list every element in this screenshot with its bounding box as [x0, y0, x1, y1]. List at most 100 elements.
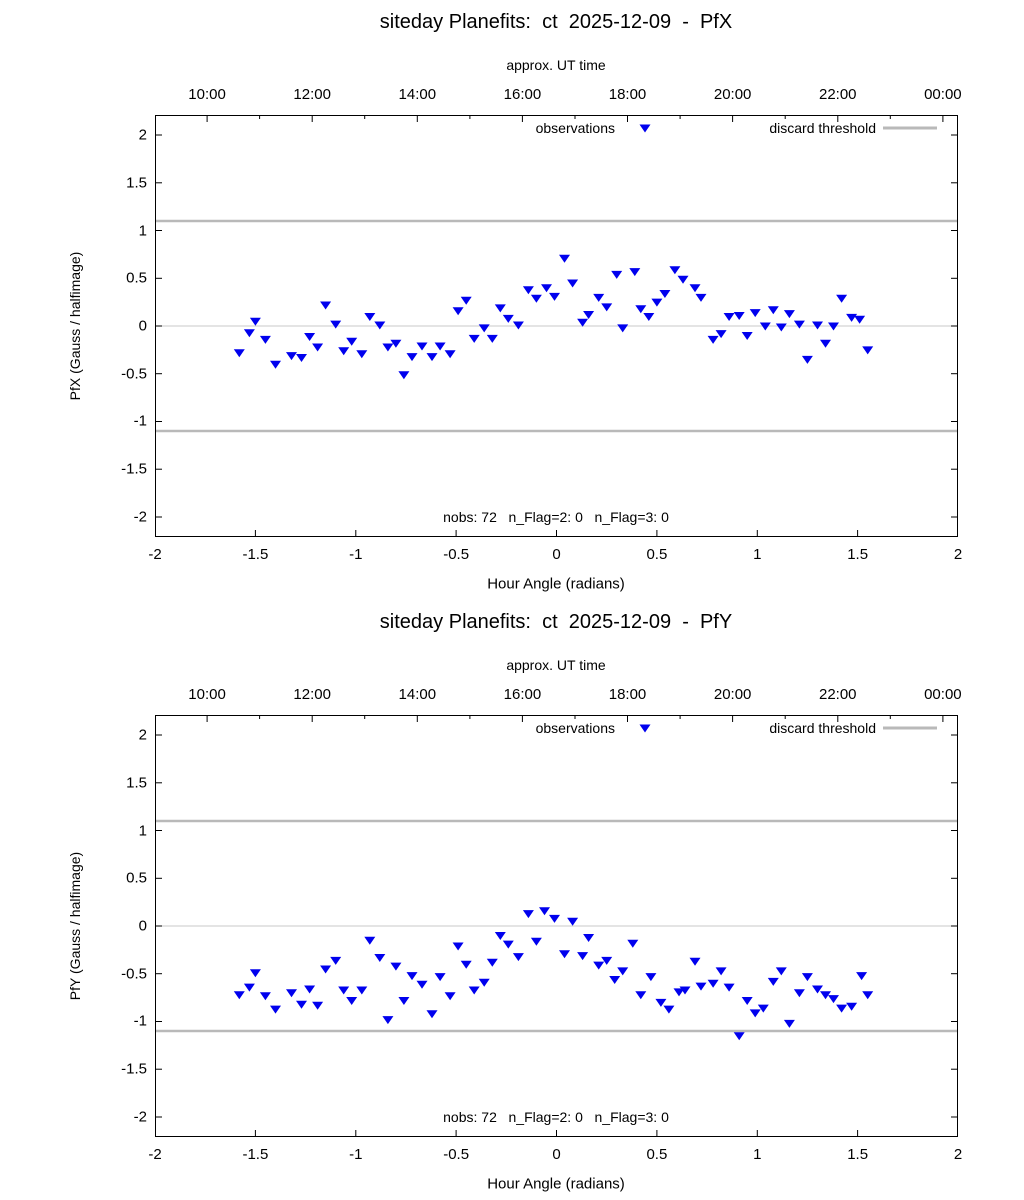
observation-marker — [749, 309, 761, 318]
observation-marker — [374, 321, 386, 330]
observation-marker — [627, 939, 639, 948]
observation-marker — [669, 266, 681, 275]
observation-marker — [846, 1002, 858, 1011]
observation-marker — [259, 992, 271, 1001]
observation-marker — [828, 322, 839, 331]
top-tick-label: 20:00 — [713, 86, 752, 103]
y-tick-label: -2 — [133, 508, 147, 526]
observation-marker — [382, 1016, 394, 1025]
top-axis-title: approx. UT time — [506, 57, 606, 73]
x-tick-label: 2 — [953, 546, 963, 563]
observation-marker — [346, 997, 358, 1005]
observation-marker — [775, 967, 787, 976]
observation-marker — [846, 313, 858, 322]
top-tick-label: 16:00 — [503, 86, 542, 103]
observation-marker — [609, 976, 621, 984]
observation-marker — [502, 314, 514, 323]
observation-marker — [364, 936, 376, 945]
observation-marker — [522, 910, 534, 919]
observation-marker — [486, 334, 498, 343]
observation-marker — [733, 1032, 745, 1041]
observation-marker — [478, 978, 490, 987]
observation-marker — [312, 343, 324, 352]
observation-marker — [382, 343, 394, 352]
observation-marker — [783, 1019, 795, 1028]
top-tick-label: 22:00 — [818, 86, 857, 103]
observation-marker — [793, 989, 805, 998]
top-tick-label: 14:00 — [398, 686, 437, 703]
y-tick-label: -1 — [133, 412, 147, 430]
x-tick-label: 1 — [753, 1146, 762, 1163]
y-tick-label: 1 — [138, 222, 147, 240]
observation-marker — [741, 997, 753, 1005]
observation-marker — [767, 977, 779, 986]
x-tick-label: -1.5 — [242, 1146, 269, 1163]
observation-marker — [559, 254, 570, 263]
x-tick-label: 2 — [953, 1146, 963, 1163]
observation-marker — [583, 311, 595, 319]
x-tick-label: -2 — [148, 546, 162, 563]
observation-marker — [374, 954, 386, 962]
observation-marker — [723, 313, 735, 321]
y-tick-label: 1.5 — [126, 774, 147, 792]
y-tick-label: 0.5 — [126, 869, 147, 887]
top-tick-label: 00:00 — [924, 86, 962, 103]
observation-marker — [356, 986, 368, 995]
observation-marker — [862, 346, 874, 355]
observation-marker — [793, 320, 805, 329]
y-axis-title: PfY (Gauss / halfimage) — [67, 851, 83, 1001]
observation-marker — [478, 324, 490, 333]
observation-marker — [733, 312, 745, 320]
plot-border — [155, 715, 958, 1137]
y-tick-label: 0 — [138, 917, 147, 935]
observation-marker — [651, 298, 663, 307]
observation-marker — [577, 952, 589, 961]
observation-marker — [655, 998, 667, 1007]
top-tick-label: 10:00 — [188, 86, 226, 103]
y-tick-label: 0.5 — [126, 269, 147, 287]
observation-marker — [741, 332, 753, 340]
observation-marker — [286, 989, 297, 998]
observation-marker — [715, 967, 727, 976]
legend-observations-marker — [639, 724, 651, 733]
observation-marker — [862, 991, 874, 1000]
observation-marker — [645, 973, 657, 982]
observation-marker — [635, 305, 647, 314]
observation-marker — [567, 279, 579, 288]
observation-marker — [426, 353, 438, 362]
x-tick-label: 0 — [552, 546, 561, 563]
observation-marker — [677, 275, 689, 284]
observation-marker — [296, 1000, 307, 1009]
observation-marker — [836, 294, 848, 303]
observation-marker — [398, 997, 410, 1005]
observation-marker — [856, 972, 868, 981]
observation-marker — [434, 973, 446, 982]
x-tick-label: -0.5 — [443, 1146, 470, 1163]
observation-marker — [304, 985, 316, 994]
observation-marker — [673, 988, 685, 997]
x-tick-label: -0.5 — [443, 546, 470, 563]
observation-marker — [541, 284, 552, 293]
observation-marker — [749, 1009, 761, 1018]
observation-marker — [549, 292, 560, 301]
observation-marker — [338, 347, 350, 356]
observation-marker — [611, 270, 623, 279]
observation-marker — [659, 290, 671, 298]
observation-marker — [635, 991, 647, 1000]
observation-marker — [593, 961, 605, 970]
observation-marker — [663, 1005, 675, 1014]
observation-marker — [530, 937, 542, 946]
observation-marker — [767, 306, 779, 315]
top-axis-title: approx. UT time — [506, 657, 606, 673]
observation-marker — [452, 307, 464, 316]
observation-marker — [723, 983, 735, 992]
chart-pfx: siteday Planefits: ct 2025-12-09 - PfX a… — [67, 11, 963, 593]
x-tick-label: 0.5 — [646, 546, 668, 563]
observation-marker — [689, 284, 701, 293]
observation-marker — [836, 1004, 848, 1013]
observation-marker — [775, 323, 787, 332]
observation-marker — [296, 354, 307, 362]
observation-marker — [406, 353, 418, 362]
plot-area — [155, 715, 958, 1137]
observation-marker — [444, 992, 456, 1001]
